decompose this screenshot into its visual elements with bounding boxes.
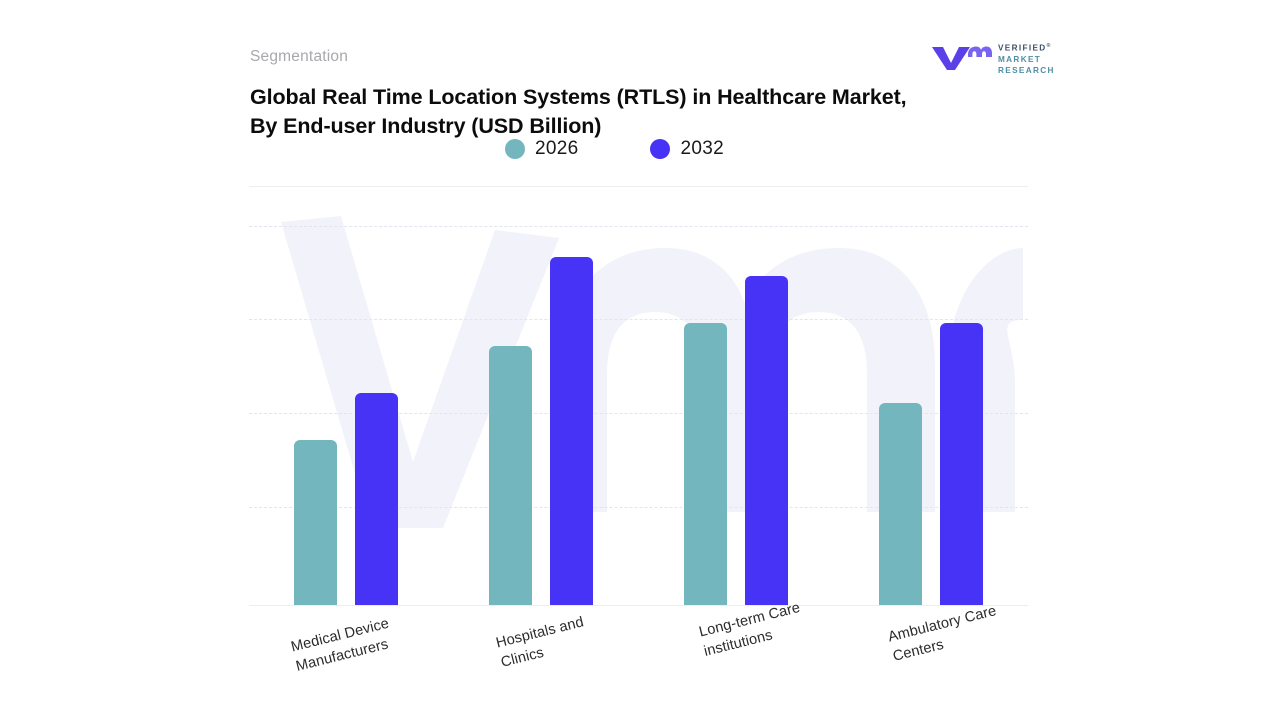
vmr-logo-icon bbox=[930, 43, 992, 71]
chart-legend: 2026 2032 bbox=[505, 137, 724, 161]
x-axis-label: Ambulatory Care Centers bbox=[886, 603, 999, 665]
bar-2026-4[interactable] bbox=[878, 402, 922, 605]
legend-item-2032[interactable]: 2032 bbox=[650, 138, 724, 160]
bar-2032-1[interactable] bbox=[355, 393, 399, 605]
legend-label: 2026 bbox=[535, 138, 579, 159]
registered-mark-icon: ® bbox=[1046, 43, 1052, 49]
x-axis-labels: Medical Device Manufacturers Hospitals a… bbox=[249, 600, 1028, 716]
bar-2026-3[interactable] bbox=[683, 322, 727, 605]
legend-dot-icon bbox=[650, 139, 671, 159]
gridline bbox=[249, 319, 1028, 320]
x-axis-label: Medical Device Manufacturers bbox=[289, 615, 391, 675]
bar-2026-1[interactable] bbox=[294, 440, 338, 605]
bar-2032-4[interactable] bbox=[939, 322, 983, 605]
header-divider bbox=[249, 186, 1028, 187]
brand-logo: VERIFIED® MARKET RESEARCH bbox=[930, 41, 1062, 75]
logo-wordmark: VERIFIED® MARKET RESEARCH bbox=[998, 41, 1055, 76]
x-axis-line bbox=[249, 605, 1028, 606]
logo-line-2: MARKET bbox=[998, 54, 1042, 64]
segmentation-label: Segmentation bbox=[250, 48, 349, 65]
logo-line-3: RESEARCH bbox=[998, 66, 1055, 76]
page-title: Global Real Time Location Systems (RTLS)… bbox=[250, 85, 907, 138]
legend-item-2026[interactable]: 2026 bbox=[505, 138, 578, 160]
logo-line-1: VERIFIED bbox=[998, 43, 1047, 53]
gridline bbox=[249, 226, 1028, 227]
legend-label: 2032 bbox=[680, 138, 724, 159]
gridline bbox=[249, 413, 1028, 414]
x-axis-label: Hospitals and Clinics bbox=[494, 614, 586, 671]
gridline bbox=[249, 507, 1028, 508]
plot-area bbox=[249, 196, 1028, 606]
legend-dot-icon bbox=[505, 139, 525, 159]
bar-2032-2[interactable] bbox=[550, 257, 594, 605]
bar-2032-3[interactable] bbox=[744, 275, 788, 605]
bar-2026-2[interactable] bbox=[489, 346, 533, 605]
